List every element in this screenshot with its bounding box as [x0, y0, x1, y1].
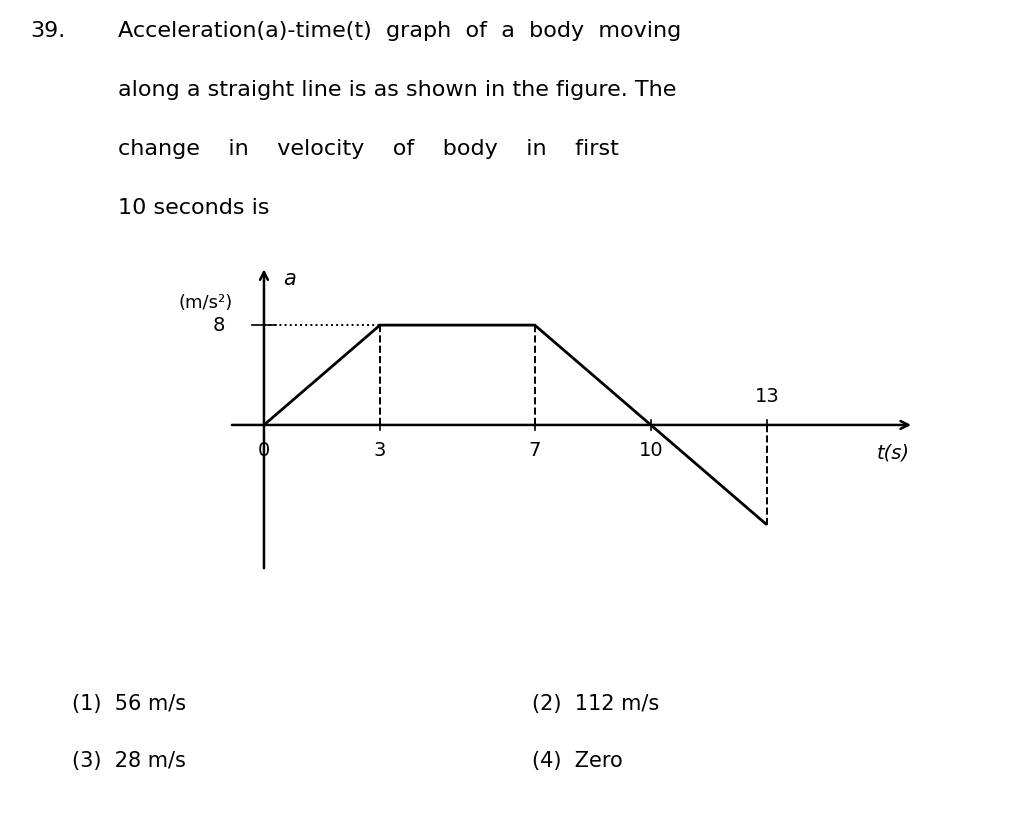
Text: (3)  28 m/s: (3) 28 m/s — [72, 751, 185, 771]
Text: 13: 13 — [755, 388, 779, 406]
Text: 3: 3 — [374, 441, 386, 461]
Text: 10 seconds is: 10 seconds is — [118, 198, 269, 218]
Text: 0: 0 — [258, 441, 270, 461]
Text: 10: 10 — [639, 441, 664, 461]
Text: a: a — [284, 269, 296, 289]
Text: (2)  112 m/s: (2) 112 m/s — [532, 694, 659, 713]
Text: along a straight line is as shown in the figure. The: along a straight line is as shown in the… — [118, 80, 676, 99]
Text: 8: 8 — [213, 315, 225, 335]
Text: 39.: 39. — [31, 21, 66, 40]
Text: t(s): t(s) — [877, 443, 910, 463]
Text: (1)  56 m/s: (1) 56 m/s — [72, 694, 185, 713]
Text: change    in    velocity    of    body    in    first: change in velocity of body in first — [118, 139, 618, 158]
Text: (4)  Zero: (4) Zero — [532, 751, 624, 771]
Text: 7: 7 — [528, 441, 541, 461]
Text: (m/s²): (m/s²) — [179, 294, 233, 312]
Text: Acceleration(a)-time(t)  graph  of  a  body  moving: Acceleration(a)-time(t) graph of a body … — [118, 21, 681, 40]
